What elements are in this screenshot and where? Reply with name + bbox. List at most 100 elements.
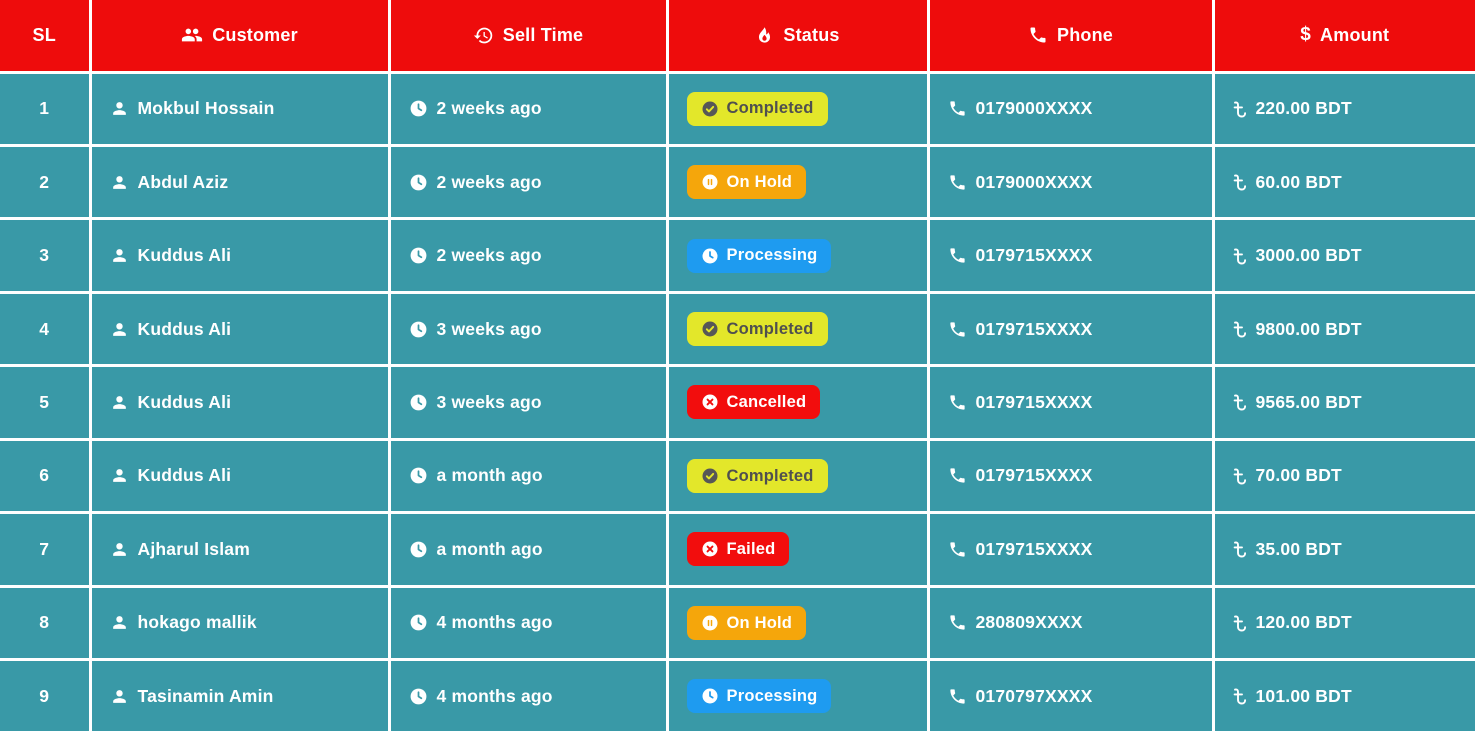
status-cell: Completed: [665, 70, 930, 147]
status-badge[interactable]: Processing: [686, 679, 832, 713]
status-badge[interactable]: Completed: [686, 458, 828, 493]
taka-icon: [1233, 540, 1247, 558]
status-label: Processing: [726, 246, 818, 265]
table-row[interactable]: 5 Kuddus Ali 3 weeks ago: [0, 364, 1476, 441]
user-icon: [110, 173, 129, 192]
customer-name: Abdul Aziz: [137, 171, 229, 192]
phone-icon: [948, 466, 967, 485]
amount-cell: 3000.00 BDT: [1211, 217, 1476, 294]
sell-time-cell: a month ago: [387, 437, 669, 515]
phone-icon: [948, 687, 967, 706]
customer-name: Mokbul Hossain: [137, 98, 275, 119]
amount-cell: 9565.00 BDT: [1211, 364, 1476, 441]
column-header-sl[interactable]: SL: [0, 0, 92, 74]
table-row[interactable]: 2 Abdul Aziz 2 weeks ago: [0, 143, 1476, 221]
amount-cell: 120.00 BDT: [1211, 584, 1476, 662]
customer-name: Kuddus Ali: [137, 391, 232, 412]
status-badge[interactable]: Completed: [686, 312, 828, 347]
user-icon: [110, 613, 129, 632]
amount-text: 35.00 BDT: [1255, 538, 1342, 559]
sell-time-cell: 4 months ago: [387, 658, 669, 735]
status-label: Completed: [726, 99, 814, 118]
status-cell: Processing: [665, 217, 930, 294]
phone-cell: 0179715XXXX: [926, 217, 1215, 294]
taka-icon: [1233, 247, 1247, 265]
sell-time-cell: 3 weeks ago: [387, 290, 669, 368]
sl-cell: 3: [0, 217, 92, 294]
table-row[interactable]: 1 Mokbul Hossain 2 weeks ago: [0, 70, 1476, 147]
amount-text: 9800.00 BDT: [1255, 318, 1362, 339]
amount-cell: 60.00 BDT: [1211, 143, 1476, 221]
taka-icon: [1233, 687, 1247, 705]
table-row[interactable]: 6 Kuddus Ali a month ago: [0, 437, 1476, 515]
user-icon: [110, 246, 129, 265]
customer-name: hokago mallik: [137, 612, 257, 633]
amount-cell: 220.00 BDT: [1211, 70, 1476, 147]
column-label-status: Status: [783, 24, 840, 45]
sl-cell: 7: [0, 511, 92, 588]
status-label: Completed: [726, 319, 814, 338]
sell-time-cell: 2 weeks ago: [387, 70, 669, 147]
table-row[interactable]: 8 hokago mallik 4 months ago: [0, 584, 1476, 662]
phone-icon: [948, 393, 967, 412]
amount-text: 9565.00 BDT: [1255, 391, 1362, 412]
user-icon: [110, 687, 129, 706]
taka-icon: [1233, 467, 1247, 485]
phone-number: 0179715XXXX: [975, 538, 1093, 559]
clock-icon: [409, 173, 428, 192]
clock-icon: [409, 393, 428, 412]
column-header-sell-time[interactable]: Sell Time: [387, 0, 669, 74]
status-badge[interactable]: Cancelled: [686, 385, 821, 420]
user-icon: [110, 320, 129, 339]
check-circle-icon: [702, 101, 717, 117]
column-label-sl: SL: [32, 24, 56, 45]
table-row[interactable]: 4 Kuddus Ali 3 weeks ago: [0, 290, 1476, 368]
taka-icon: [1233, 393, 1247, 411]
status-label: Processing: [726, 686, 818, 705]
customer-name: Kuddus Ali: [137, 465, 232, 486]
phone-cell: 0170797XXXX: [926, 658, 1215, 735]
pause-circle-icon: [702, 174, 717, 190]
status-badge[interactable]: On Hold: [686, 605, 807, 640]
status-badge[interactable]: On Hold: [686, 165, 807, 200]
amount-text: 3000.00 BDT: [1255, 245, 1362, 266]
status-label: Failed: [726, 540, 776, 559]
user-icon: [110, 466, 129, 485]
customer-cell: hokago mallik: [88, 584, 391, 662]
sl-cell: 9: [0, 658, 92, 735]
column-header-amount[interactable]: $ Amount: [1211, 0, 1476, 74]
column-header-customer[interactable]: Customer: [88, 0, 391, 74]
phone-cell: 0179715XXXX: [926, 511, 1215, 588]
status-cell: On Hold: [665, 584, 930, 662]
status-label: On Hold: [726, 613, 793, 632]
status-badge[interactable]: Completed: [686, 91, 828, 126]
customer-cell: Mokbul Hossain: [88, 70, 391, 147]
phone-icon: [1028, 25, 1048, 45]
phone-cell: 280809XXXX: [926, 584, 1215, 662]
table-row[interactable]: 3 Kuddus Ali 2 weeks ago: [0, 217, 1476, 294]
customer-cell: Kuddus Ali: [88, 364, 391, 441]
status-badge[interactable]: Failed: [686, 532, 790, 567]
column-header-phone[interactable]: Phone: [926, 0, 1215, 74]
clock-icon: [409, 687, 428, 706]
sell-time-cell: a month ago: [387, 511, 669, 588]
table-row[interactable]: 7 Ajharul Islam a month ago: [0, 511, 1476, 588]
customer-name: Kuddus Ali: [137, 318, 232, 339]
sl-cell: 8: [0, 584, 92, 662]
column-header-status[interactable]: Status: [665, 0, 930, 74]
clock-icon: [409, 246, 428, 265]
sell-time-text: 2 weeks ago: [436, 98, 542, 119]
sl-cell: 5: [0, 364, 92, 441]
sell-time-text: 2 weeks ago: [436, 171, 542, 192]
status-badge[interactable]: Processing: [686, 238, 832, 273]
times-circle-icon: [702, 541, 717, 557]
phone-number: 0179000XXXX: [975, 171, 1093, 192]
status-cell: Completed: [665, 437, 930, 515]
sell-time-cell: 2 weeks ago: [387, 143, 669, 221]
amount-cell: 35.00 BDT: [1211, 511, 1476, 588]
table-row[interactable]: 9 Tasinamin Amin 4 months ago: [0, 658, 1476, 735]
customer-cell: Tasinamin Amin: [88, 658, 391, 735]
status-label: On Hold: [726, 172, 793, 191]
history-icon: [473, 25, 494, 46]
